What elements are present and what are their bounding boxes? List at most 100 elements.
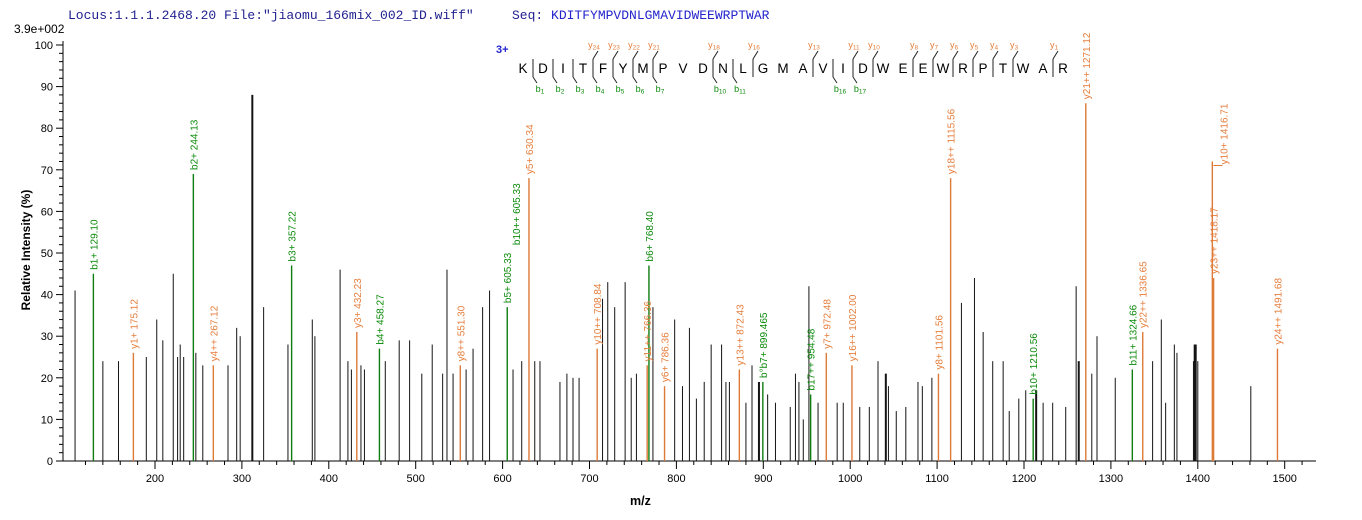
- y-tick-label: 80: [41, 123, 53, 135]
- y-ion-mark-label: y22: [628, 40, 640, 52]
- peak-label: y23++ 1418.17: [1210, 207, 1221, 274]
- residue-letter: D: [858, 61, 868, 76]
- peak-label: b2+ 244.13: [189, 119, 200, 170]
- b-ion-flag: [612, 76, 618, 84]
- b-ion-flag: [832, 76, 838, 84]
- y-ion-flag: [972, 50, 979, 60]
- x-axis-title: m/z: [630, 494, 651, 508]
- residue-letter: W: [937, 61, 950, 76]
- peak-label: y10+ 1416.71: [1219, 103, 1230, 164]
- y-ion-flag: [912, 50, 919, 60]
- b-ion-flag: [592, 76, 598, 84]
- peak-label: y22++ 1336.65: [1139, 261, 1150, 328]
- residue-letter: G: [758, 61, 769, 76]
- peak-label: y1+ 175.12: [129, 299, 140, 349]
- peak-label: b3+ 357.22: [288, 211, 299, 262]
- b-ion-mark-label: b3: [576, 84, 585, 96]
- peak-label: y11++ 766.36: [643, 300, 654, 361]
- residue-letter: E: [898, 61, 907, 76]
- residue-letter: K: [518, 61, 527, 76]
- peak-label: y18++ 1115.56: [947, 108, 958, 174]
- x-tick-label: 1200: [1012, 473, 1036, 485]
- b-ion-mark-label: b4: [596, 84, 605, 96]
- residue-letter: D: [698, 61, 708, 76]
- peak-label: b10+ 1210.56: [1029, 333, 1040, 395]
- y-tick-label: 60: [41, 206, 53, 218]
- peak-label: y5+ 630.34: [525, 124, 536, 174]
- b-ion-mark-label: b1: [536, 84, 545, 96]
- peak-label: y10++ 708.84: [593, 283, 604, 345]
- y-ion-flag: [952, 50, 959, 60]
- precursor-charge-label: 3+: [496, 44, 509, 56]
- b-ion-flag: [632, 76, 638, 84]
- y-tick-label: 70: [41, 165, 53, 177]
- locus-file-label: Locus:1.1.1.2468.20 File:"jiaomu_166mix_…: [68, 8, 474, 23]
- b-ion-mark-label: b16: [834, 84, 847, 96]
- y-tick-label: 40: [41, 290, 53, 302]
- peak-label: y6+ 786.36: [661, 332, 672, 382]
- peak-label: b1+ 129.10: [89, 219, 100, 270]
- x-tick-label: 1300: [1099, 473, 1123, 485]
- residue-letter: V: [818, 61, 827, 76]
- x-tick-label: 1000: [838, 473, 862, 485]
- b-ion-mark-label: b5: [616, 84, 625, 96]
- max-intensity-label: 3.9e+002: [14, 22, 65, 36]
- y-ion-mark-label: y10: [868, 40, 880, 52]
- residue-letter: I: [841, 61, 845, 76]
- y-ion-mark-label: y21: [648, 40, 660, 52]
- x-tick-label: 500: [407, 473, 425, 485]
- y-ion-flag: [992, 50, 999, 60]
- y-ion-flag: [592, 50, 599, 60]
- residue-letter: W: [877, 61, 890, 76]
- y-ion-mark-label: y16: [748, 40, 760, 52]
- b-ion-flag: [532, 76, 538, 84]
- y-ion-mark-label: y18: [708, 40, 720, 52]
- residue-letter: A: [1038, 61, 1047, 76]
- y-ion-mark-label: y1: [1050, 40, 1059, 52]
- y-tick-label: 0: [47, 456, 53, 468]
- y-ion-flag: [1052, 50, 1059, 60]
- y-tick-label: 30: [41, 331, 53, 343]
- y-ion-flag: [1012, 50, 1019, 60]
- y-ion-flag: [852, 50, 859, 60]
- b-ion-flag: [652, 76, 658, 84]
- y-ion-mark-label: y6: [950, 40, 959, 52]
- seq-value: KDITFYMPVDNLGMAVIDWEEWRPTWAR: [551, 8, 770, 23]
- y-ion-mark-label: y7: [930, 40, 939, 52]
- residue-letter: W: [1017, 61, 1030, 76]
- y-tick-label: 100: [35, 40, 53, 52]
- peak-label: y13++ 872.43: [735, 304, 746, 366]
- residue-letter: F: [599, 61, 607, 76]
- b-ion-flag: [732, 76, 738, 84]
- b-ion-flag: [572, 76, 578, 84]
- y-ion-mark-label: y3: [1010, 40, 1019, 52]
- peak-label: b5+ 605.33: [503, 252, 514, 303]
- x-tick-label: 1500: [1272, 473, 1296, 485]
- b-ion-mark-label: b10: [714, 84, 727, 96]
- y-ion-flag: [932, 50, 939, 60]
- x-tick-label: 300: [233, 473, 251, 485]
- x-tick-label: 900: [754, 473, 772, 485]
- y-tick-label: 50: [41, 248, 53, 260]
- residue-letter: L: [739, 61, 747, 76]
- peak-label: y24++ 1491.68: [1273, 278, 1284, 345]
- residue-letter: A: [798, 61, 807, 76]
- peak-label: y21++ 1271.12: [1082, 32, 1093, 99]
- y-ion-mark-label: y11: [848, 40, 860, 52]
- seq-label: Seq:: [512, 8, 552, 23]
- y-ion-flag: [872, 50, 879, 60]
- y-ion-mark-label: y23: [608, 40, 620, 52]
- residue-letter: E: [918, 61, 927, 76]
- y-ion-mark-label: y13: [808, 40, 820, 52]
- residue-letter: P: [978, 61, 987, 76]
- residue-letter: N: [718, 61, 728, 76]
- y-ion-flag: [652, 50, 659, 60]
- b-ion-mark-label: b17: [854, 84, 867, 96]
- b-ion-mark-label: b2: [556, 84, 565, 96]
- residue-letter: T: [579, 61, 587, 76]
- y-tick-label: 90: [41, 82, 53, 94]
- y-axis-title: Relative Intensity (%): [19, 189, 33, 311]
- residue-letter: M: [637, 61, 648, 76]
